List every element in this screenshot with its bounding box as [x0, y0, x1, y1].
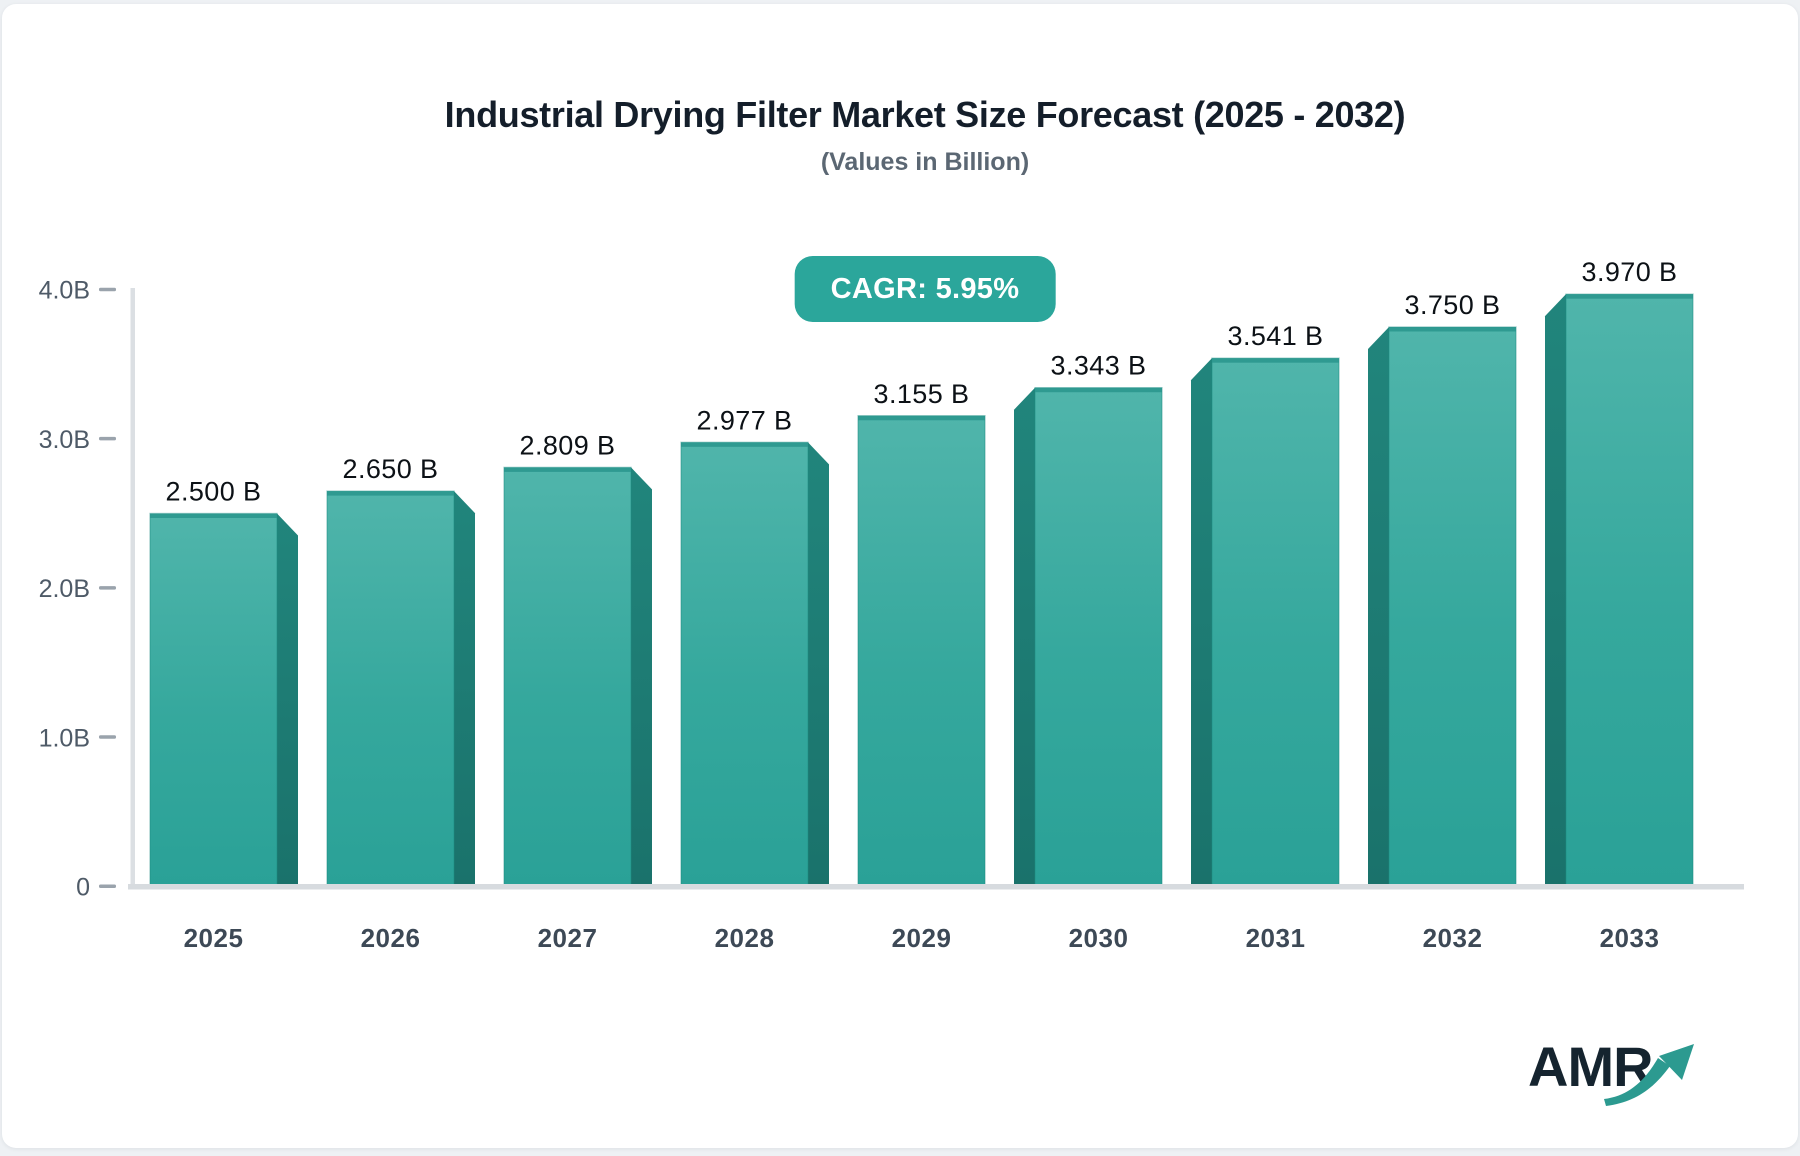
bar-front-face: [1034, 387, 1163, 888]
x-axis-label-2030: 2030: [1069, 923, 1129, 953]
bar-value-label: 2.977 B: [697, 405, 793, 435]
y-tick-label: 2.0B: [39, 575, 90, 603]
cagr-badge: CAGR: 5.95%: [794, 256, 1056, 322]
bar-front-face: [857, 415, 986, 888]
x-axis-label-2028: 2028: [715, 923, 775, 953]
bar-side-face: [454, 491, 475, 887]
bar-top-edge: [1389, 327, 1516, 332]
bar-2026[interactable]: 2.650 B: [326, 454, 475, 888]
bar-top-edge: [504, 467, 631, 472]
bar-2031[interactable]: 3.541 B: [1191, 321, 1340, 888]
brand-logo: AMR: [1528, 1034, 1718, 1134]
bar-value-label: 3.155 B: [874, 379, 970, 409]
bar-top-edge: [1212, 358, 1339, 363]
bar-top-edge: [1035, 387, 1162, 393]
bar-value-label: 2.650 B: [343, 454, 439, 484]
bar-front-face: [1211, 357, 1340, 888]
chart-subtitle: (Values in Billion): [820, 148, 1030, 176]
y-tick-dash: [99, 436, 116, 441]
x-axis-label-2031: 2031: [1246, 923, 1306, 953]
bar-value-label: 2.500 B: [166, 477, 262, 507]
bar-2032[interactable]: 3.750 B: [1368, 290, 1517, 888]
x-axis-label-2026: 2026: [361, 923, 421, 953]
bar-front-face: [503, 466, 632, 888]
y-axis-line: [130, 288, 135, 889]
bar-side-face: [1545, 294, 1566, 887]
bar-side-face: [1368, 327, 1389, 887]
bar-front-face: [1388, 326, 1517, 888]
bar-top-edge: [1566, 294, 1693, 299]
bar-front-face: [326, 490, 455, 888]
y-tick-label: 3.0B: [39, 426, 90, 454]
bar-side-face: [1191, 358, 1212, 887]
bar-2033[interactable]: 3.970 B: [1545, 257, 1694, 888]
bar-top-edge: [858, 415, 985, 421]
bar-side-face: [277, 513, 298, 887]
bar-value-label: 3.970 B: [1582, 257, 1678, 287]
bar-2030[interactable]: 3.343 B: [1014, 351, 1163, 888]
logo-text: AMR: [1528, 1035, 1654, 1098]
y-tick-dash: [99, 287, 116, 292]
bar-front-face: [1565, 293, 1694, 888]
y-tick-label: 4.0B: [39, 277, 90, 305]
chart-title: Industrial Drying Filter Market Size For…: [444, 94, 1406, 135]
growth-arrow-icon: [1604, 1044, 1694, 1106]
y-tick-dash: [99, 586, 116, 590]
bar-top-edge: [681, 442, 808, 447]
x-axis-label-2025: 2025: [184, 923, 244, 953]
bar-2029[interactable]: 3.155 B: [857, 379, 986, 888]
x-axis-label-2027: 2027: [538, 923, 598, 953]
bar-2027[interactable]: 2.809 B: [503, 430, 652, 888]
bar-value-label: 3.541 B: [1228, 321, 1324, 351]
bar-top-edge: [150, 513, 277, 518]
y-tick-label: 0: [76, 874, 90, 902]
bar-value-label: 3.750 B: [1405, 290, 1501, 320]
bar-side-face: [1014, 387, 1035, 887]
x-axis-line: [128, 884, 1744, 890]
bar-2025[interactable]: 2.500 B: [149, 477, 298, 888]
bar-top-edge: [327, 491, 454, 496]
bar-side-face: [808, 442, 829, 887]
y-tick-label: 1.0B: [39, 724, 90, 752]
x-axis-label-2033: 2033: [1600, 923, 1660, 953]
x-axis-label-2029: 2029: [892, 923, 952, 953]
bar-side-face: [631, 467, 652, 887]
bar-2028[interactable]: 2.977 B: [680, 405, 829, 888]
bar-value-label: 2.809 B: [520, 430, 616, 460]
bar-front-face: [149, 512, 278, 888]
bar-front-face: [680, 441, 809, 888]
x-axis-label-2032: 2032: [1423, 923, 1483, 953]
y-tick-dash: [99, 735, 116, 739]
bar-value-label: 3.343 B: [1051, 351, 1147, 381]
y-tick-dash: [99, 884, 116, 888]
